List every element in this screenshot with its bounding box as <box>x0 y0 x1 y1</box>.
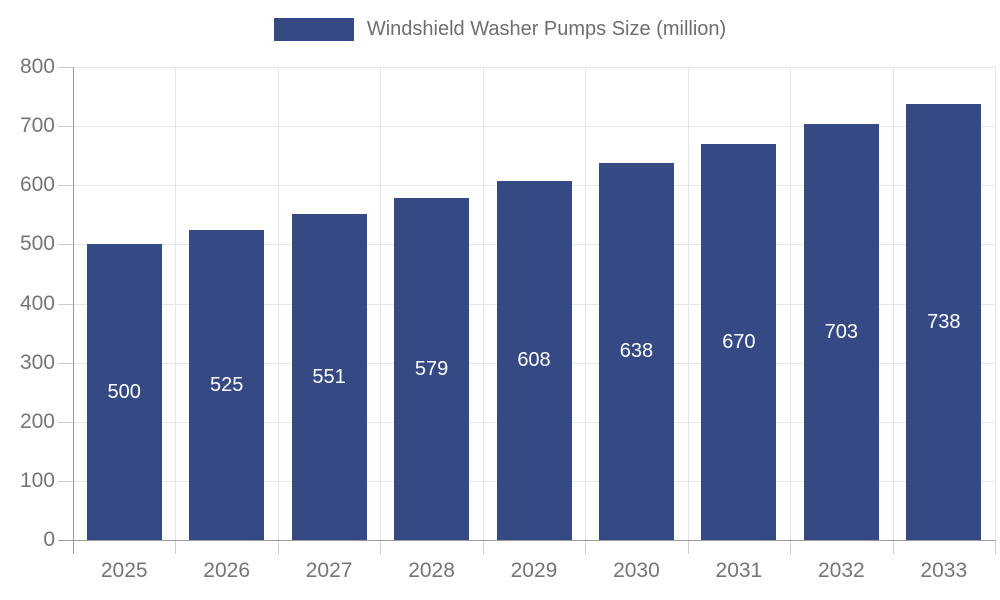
x-tick-label: 2028 <box>408 559 455 582</box>
legend-label: Windshield Washer Pumps Size (million) <box>366 18 727 40</box>
x-tick-label: 2031 <box>715 559 763 582</box>
gridline-vertical <box>790 67 792 540</box>
bar-2025[interactable]: 500 <box>86 244 162 540</box>
x-axis-labels: 2025 2026 2027 2028 2029 2030 2031 2032 2033 <box>73 558 995 588</box>
y-tick-label: 700 <box>19 114 55 138</box>
gridline-vertical <box>585 67 587 540</box>
gridline-vertical <box>175 67 177 540</box>
x-axis-tick <box>995 540 996 554</box>
y-axis-tick <box>58 421 73 423</box>
y-axis-tick <box>58 67 73 68</box>
y-tick-label: 800 <box>19 55 55 78</box>
y-axis-tick <box>58 362 73 364</box>
y-tick-label: 200 <box>19 409 55 433</box>
gridline-vertical <box>892 67 894 540</box>
bar-2031[interactable]: 670 <box>701 143 777 540</box>
bar-2033[interactable]: 738 <box>906 103 982 540</box>
bar-2029[interactable]: 608 <box>496 180 572 540</box>
x-axis-tick <box>585 540 587 554</box>
x-axis-tick <box>790 540 792 554</box>
bar-2028[interactable]: 579 <box>394 197 470 540</box>
bar-value-label: 525 <box>209 373 244 396</box>
x-tick-label: 2026 <box>203 559 251 582</box>
legend[interactable]: Windshield Washer Pumps Size (million) <box>0 18 1000 41</box>
y-axis-tick <box>58 244 73 246</box>
x-tick-label: 2030 <box>613 559 660 582</box>
gridline-horizontal <box>73 126 995 128</box>
gridline-horizontal <box>73 67 995 68</box>
bar-value-label: 579 <box>414 357 449 380</box>
x-axis-tick <box>380 540 382 554</box>
bar-2030[interactable]: 638 <box>598 162 674 540</box>
gridline-vertical <box>995 67 996 540</box>
bar-value-label: 703 <box>824 321 859 344</box>
x-tick-label: 2025 <box>100 559 148 582</box>
y-axis-tick <box>58 185 73 187</box>
plot-area: 500 525 551 579 608 638 670 703 738 <box>58 67 996 554</box>
y-axis-labels: 0 100 200 300 400 500 600 700 800 <box>0 55 55 551</box>
bar-value-label: 738 <box>927 310 961 333</box>
legend-swatch <box>273 18 354 41</box>
y-tick-label: 500 <box>19 232 55 256</box>
y-tick-label: 300 <box>19 350 55 374</box>
bar-value-label: 638 <box>619 340 654 363</box>
x-axis-tick <box>482 540 484 554</box>
bar-2032[interactable]: 703 <box>803 124 879 540</box>
x-tick-label: 2032 <box>817 559 865 582</box>
bar-value-label: 551 <box>312 366 346 389</box>
x-tick-label: 2033 <box>920 559 968 582</box>
gridline-vertical <box>482 67 484 540</box>
bar-value-label: 500 <box>107 381 141 404</box>
gridline-vertical <box>380 67 382 540</box>
bar-2026[interactable]: 525 <box>189 229 265 540</box>
x-axis-tick <box>277 540 279 554</box>
x-tick-label: 2027 <box>305 559 353 582</box>
gridline-vertical <box>687 67 689 540</box>
bar-value-label: 670 <box>722 330 756 353</box>
y-axis-tick <box>58 303 73 305</box>
x-axis-tick <box>175 540 177 554</box>
y-tick-label: 600 <box>19 173 55 197</box>
x-axis-tick <box>687 540 689 554</box>
y-tick-label: 100 <box>19 468 55 492</box>
y-tick-label: 0 <box>43 528 55 551</box>
bar-2027[interactable]: 551 <box>291 214 367 540</box>
y-axis-line <box>73 67 74 554</box>
x-axis-line <box>59 540 995 541</box>
bar-value-label: 608 <box>517 349 551 372</box>
x-axis-tick <box>892 540 894 554</box>
y-axis-tick <box>58 480 73 482</box>
y-axis-tick <box>58 126 73 128</box>
x-tick-label: 2029 <box>510 559 558 582</box>
y-tick-label: 400 <box>19 291 55 315</box>
gridline-vertical <box>277 67 279 540</box>
